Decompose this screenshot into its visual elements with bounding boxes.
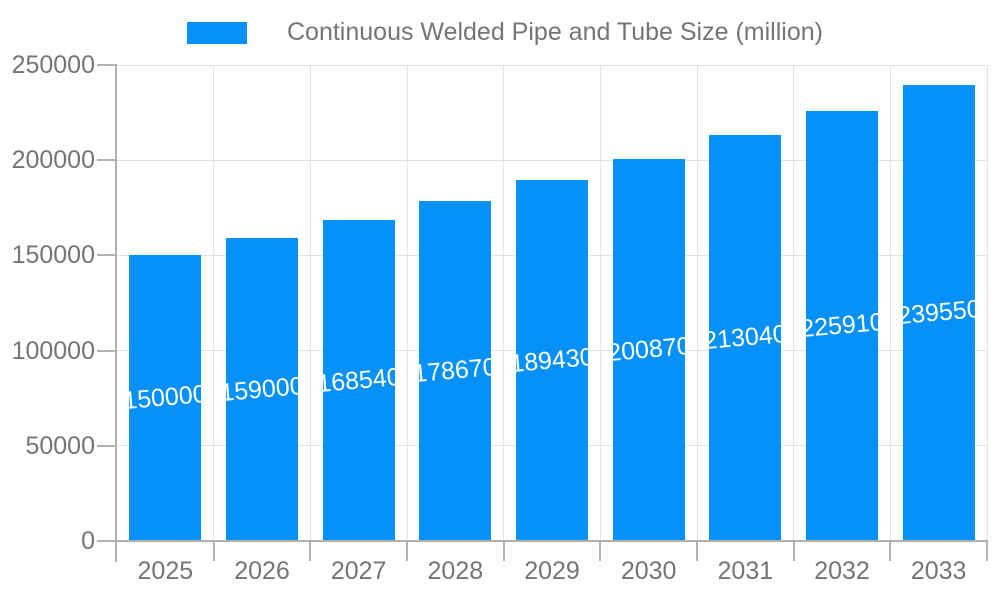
x-gridline [309, 65, 311, 541]
bar-value-label: 168540 [322, 362, 395, 398]
bar-value-label: 225910 [806, 307, 878, 344]
bar[interactable]: 239550 [902, 84, 975, 541]
x-gridline [503, 65, 505, 541]
y-axis-tick-label: 200000 [11, 146, 95, 175]
y-axis-tick [97, 64, 117, 66]
x-axis-tick [599, 541, 602, 561]
legend-series-label: Continuous Welded Pipe and Tube Size (mi… [287, 18, 823, 46]
bar[interactable]: 159000 [226, 238, 298, 541]
x-axis-tick [502, 541, 505, 561]
x-gridline [599, 65, 601, 541]
y-axis-tick [97, 159, 117, 162]
bar-value-label: 213040 [709, 320, 782, 356]
y-axis-tick [97, 444, 117, 447]
chart-legend: Continuous Welded Pipe and Tube Size (mi… [187, 19, 823, 46]
bar[interactable]: 150000 [129, 255, 202, 541]
y-axis-line [115, 65, 117, 562]
x-axis-tick-label: 2031 [717, 557, 774, 585]
bar[interactable]: 178670 [419, 200, 492, 541]
bar-value-label: 159000 [226, 371, 298, 407]
x-axis-tick [309, 541, 312, 561]
y-gridline [117, 159, 987, 161]
x-axis-tick [986, 541, 988, 561]
bar[interactable]: 213040 [709, 135, 782, 541]
y-axis-tick-label: 100000 [11, 336, 95, 365]
x-axis-line [115, 540, 988, 542]
bar-value-label: 178670 [419, 352, 492, 388]
x-gridline [986, 65, 988, 541]
y-gridline [117, 64, 987, 66]
y-axis-tick-label: 50000 [25, 431, 95, 460]
x-axis-tick-label: 2025 [137, 557, 194, 585]
x-axis-tick-label: 2026 [234, 557, 290, 585]
legend-color-swatch [187, 21, 247, 44]
x-gridline [406, 65, 408, 541]
bar-value-label: 239550 [902, 294, 975, 331]
y-axis-tick [97, 349, 117, 352]
x-axis-tick-label: 2032 [814, 557, 870, 585]
x-axis-tick-label: 2033 [910, 557, 967, 585]
x-gridline [696, 65, 698, 541]
y-axis-tick [97, 254, 117, 257]
x-axis-tick [406, 541, 408, 561]
x-axis-tick-label: 2029 [524, 557, 580, 585]
y-axis-tick [97, 540, 117, 542]
bar[interactable]: 189430 [516, 180, 588, 541]
bar-value-label: 189430 [516, 342, 588, 378]
y-axis-tick-label: 250000 [11, 51, 95, 79]
x-axis-tick-label: 2027 [330, 557, 387, 585]
bar[interactable]: 225910 [806, 110, 878, 541]
x-axis-tick [792, 541, 795, 561]
x-axis-tick-label: 2028 [427, 557, 484, 585]
x-axis-tick [696, 541, 698, 561]
bar[interactable]: 168540 [322, 220, 395, 541]
x-axis-tick [212, 541, 215, 561]
x-gridline [213, 65, 215, 541]
x-gridline [793, 65, 795, 541]
y-axis-tick-label: 150000 [11, 241, 95, 270]
x-axis-tick [889, 541, 892, 561]
x-axis-tick-label: 2030 [620, 557, 677, 585]
x-gridline [889, 65, 891, 541]
bar-value-label: 200870 [612, 331, 685, 367]
y-axis-tick-label: 0 [81, 527, 95, 555]
bar-value-label: 150000 [129, 380, 202, 416]
bar[interactable]: 200870 [612, 158, 685, 541]
